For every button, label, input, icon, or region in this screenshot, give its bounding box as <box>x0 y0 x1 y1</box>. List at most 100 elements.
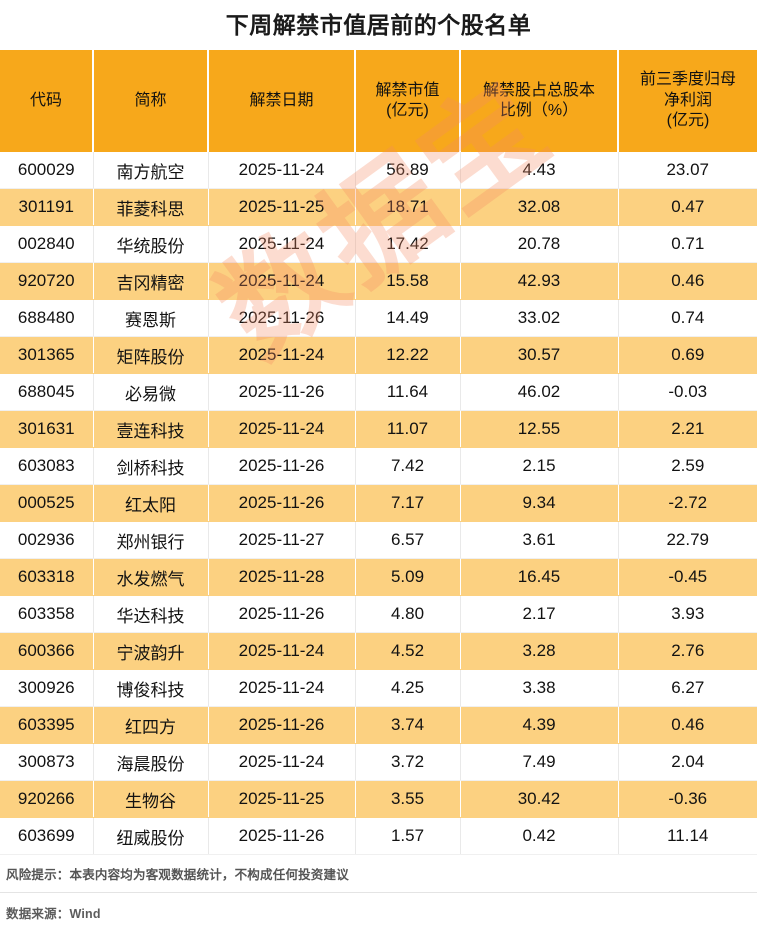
cell-market-value: 15.58 <box>355 262 461 300</box>
table-row[interactable]: 688045 必易微 2025-11-26 11.64 46.02 -0.03 <box>0 373 757 411</box>
cell-market-value: 4.52 <box>355 632 461 670</box>
column-header-profit[interactable]: 前三季度归母 净利润 (亿元) <box>618 50 757 152</box>
cell-date: 2025-11-25 <box>208 780 356 818</box>
cell-date: 2025-11-25 <box>208 188 356 226</box>
table-body: 600029 南方航空 2025-11-24 56.89 4.43 23.07 301191… <box>0 152 757 855</box>
cell-market-value: 11.64 <box>355 373 461 411</box>
cell-market-value: 11.07 <box>355 410 461 448</box>
table-row[interactable]: 000525 红太阳 2025-11-26 7.17 9.34 -2.72 <box>0 484 757 522</box>
cell-profit: -0.45 <box>618 558 757 596</box>
cell-profit: 22.79 <box>618 521 757 559</box>
table-row[interactable]: 301191 菲菱科思 2025-11-25 18.71 32.08 0.47 <box>0 188 757 226</box>
cell-code: 600029 <box>0 152 94 189</box>
cell-profit: 2.59 <box>618 447 757 485</box>
cell-date: 2025-11-28 <box>208 558 356 596</box>
cell-name: 水发燃气 <box>93 558 209 596</box>
table-row[interactable]: 002936 郑州银行 2025-11-27 6.57 3.61 22.79 <box>0 521 757 559</box>
cell-name: 华统股份 <box>93 225 209 263</box>
cell-code: 002936 <box>0 521 94 559</box>
column-header-percent-line2: 比例（%） <box>499 102 579 119</box>
cell-code: 688045 <box>0 373 94 411</box>
cell-name: 必易微 <box>93 373 209 411</box>
cell-name: 菲菱科思 <box>93 188 209 226</box>
table-row[interactable]: 603358 华达科技 2025-11-26 4.80 2.17 3.93 <box>0 595 757 633</box>
cell-name: 博俊科技 <box>93 669 209 707</box>
data-source: 数据来源：Wind <box>6 907 101 921</box>
cell-market-value: 3.55 <box>355 780 461 818</box>
table-row[interactable]: 603318 水发燃气 2025-11-28 5.09 16.45 -0.45 <box>0 558 757 596</box>
table-row[interactable]: 920266 生物谷 2025-11-25 3.55 30.42 -0.36 <box>0 780 757 818</box>
cell-percent: 2.15 <box>460 447 619 485</box>
table-row[interactable]: 300873 海晨股份 2025-11-24 3.72 7.49 2.04 <box>0 743 757 781</box>
table-row[interactable]: 603395 红四方 2025-11-26 3.74 4.39 0.46 <box>0 706 757 744</box>
cell-name: 生物谷 <box>93 780 209 818</box>
cell-code: 920266 <box>0 780 94 818</box>
footer: 风险提示：本表内容均为客观数据统计，不构成任何投资建议 数据来源：Wind <box>0 855 757 931</box>
cell-name: 红太阳 <box>93 484 209 522</box>
cell-date: 2025-11-26 <box>208 595 356 633</box>
cell-code: 301191 <box>0 188 94 226</box>
cell-code: 603318 <box>0 558 94 596</box>
cell-name: 纽威股份 <box>93 817 209 855</box>
column-header-name[interactable]: 简称 <box>93 50 209 152</box>
cell-name: 赛恩斯 <box>93 299 209 337</box>
cell-date: 2025-11-24 <box>208 262 356 300</box>
cell-name: 剑桥科技 <box>93 447 209 485</box>
cell-percent: 0.42 <box>460 817 619 855</box>
table-row[interactable]: 603083 剑桥科技 2025-11-26 7.42 2.15 2.59 <box>0 447 757 485</box>
cell-market-value: 56.89 <box>355 152 461 189</box>
cell-profit: 0.46 <box>618 262 757 300</box>
column-header-percent[interactable]: 解禁股占总股本 比例（%） <box>460 50 619 152</box>
cell-percent: 12.55 <box>460 410 619 448</box>
cell-profit: 2.21 <box>618 410 757 448</box>
table-row[interactable]: 301365 矩阵股份 2025-11-24 12.22 30.57 0.69 <box>0 336 757 374</box>
stock-table-container: 数据宝 代码 简称 解禁日期 解禁市值 (亿元) <box>0 50 757 855</box>
cell-profit: 6.27 <box>618 669 757 707</box>
cell-profit: 2.04 <box>618 743 757 781</box>
cell-percent: 33.02 <box>460 299 619 337</box>
column-header-name-label: 简称 <box>134 91 167 109</box>
cell-date: 2025-11-26 <box>208 706 356 744</box>
table-row[interactable]: 688480 赛恩斯 2025-11-26 14.49 33.02 0.74 <box>0 299 757 337</box>
cell-name: 吉冈精密 <box>93 262 209 300</box>
column-header-date[interactable]: 解禁日期 <box>208 50 356 152</box>
table-row[interactable]: 002840 华统股份 2025-11-24 17.42 20.78 0.71 <box>0 225 757 263</box>
cell-date: 2025-11-24 <box>208 152 356 189</box>
cell-percent: 32.08 <box>460 188 619 226</box>
cell-date: 2025-11-24 <box>208 336 356 374</box>
cell-name: 宁波韵升 <box>93 632 209 670</box>
cell-date: 2025-11-26 <box>208 817 356 855</box>
table-row[interactable]: 300926 博俊科技 2025-11-24 4.25 3.38 6.27 <box>0 669 757 707</box>
cell-profit: -0.36 <box>618 780 757 818</box>
column-header-market-value[interactable]: 解禁市值 (亿元) <box>355 50 461 152</box>
cell-date: 2025-11-26 <box>208 447 356 485</box>
cell-market-value: 12.22 <box>355 336 461 374</box>
cell-profit: 0.69 <box>618 336 757 374</box>
cell-percent: 30.57 <box>460 336 619 374</box>
cell-date: 2025-11-26 <box>208 373 356 411</box>
cell-market-value: 3.72 <box>355 743 461 781</box>
cell-date: 2025-11-27 <box>208 521 356 559</box>
column-header-code[interactable]: 代码 <box>0 50 94 152</box>
cell-date: 2025-11-24 <box>208 632 356 670</box>
table-row[interactable]: 301631 壹连科技 2025-11-24 11.07 12.55 2.21 <box>0 410 757 448</box>
table-row[interactable]: 920720 吉冈精密 2025-11-24 15.58 42.93 0.46 <box>0 262 757 300</box>
cell-percent: 9.34 <box>460 484 619 522</box>
cell-date: 2025-11-24 <box>208 743 356 781</box>
table-row[interactable]: 600366 宁波韵升 2025-11-24 4.52 3.28 2.76 <box>0 632 757 670</box>
cell-code: 000525 <box>0 484 94 522</box>
cell-percent: 30.42 <box>460 780 619 818</box>
cell-date: 2025-11-24 <box>208 669 356 707</box>
table-row[interactable]: 603699 纽威股份 2025-11-26 1.57 0.42 11.14 <box>0 817 757 855</box>
cell-code: 603358 <box>0 595 94 633</box>
cell-market-value: 1.57 <box>355 817 461 855</box>
cell-date: 2025-11-26 <box>208 299 356 337</box>
cell-percent: 3.61 <box>460 521 619 559</box>
cell-percent: 16.45 <box>460 558 619 596</box>
column-header-date-label: 解禁日期 <box>249 91 314 109</box>
table-row[interactable]: 600029 南方航空 2025-11-24 56.89 4.43 23.07 <box>0 152 757 189</box>
cell-code: 920720 <box>0 262 94 300</box>
cell-percent: 3.38 <box>460 669 619 707</box>
cell-name: 郑州银行 <box>93 521 209 559</box>
table-header: 代码 简称 解禁日期 解禁市值 (亿元) 解禁股占总股本 比例（%） 前三季度归 <box>0 50 757 152</box>
